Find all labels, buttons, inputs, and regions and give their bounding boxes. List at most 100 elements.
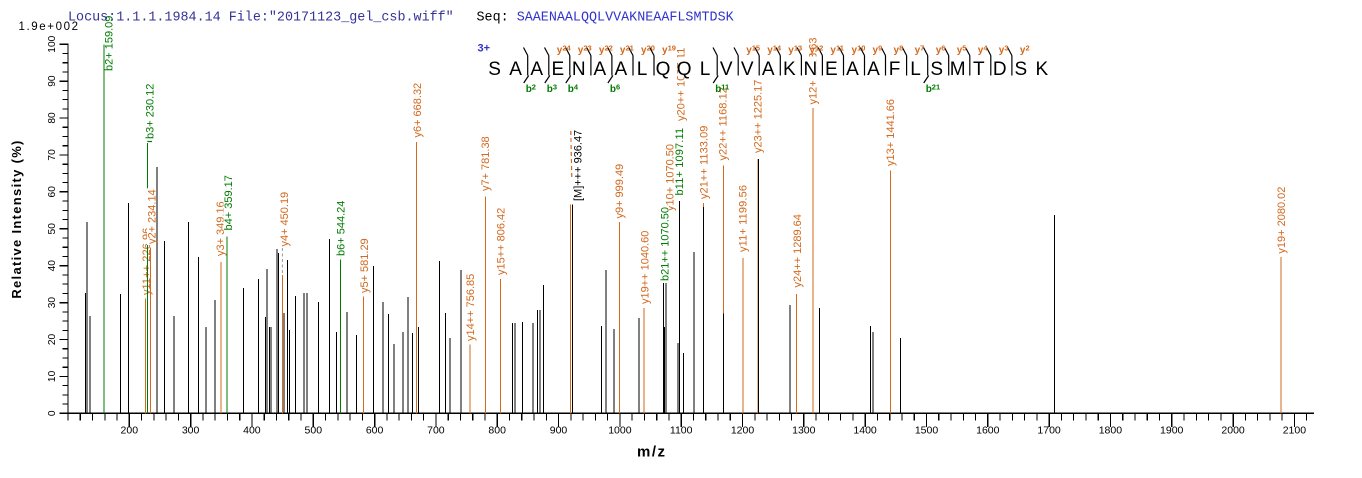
svg-text:1900: 1900: [1160, 425, 1184, 437]
svg-text:y4: y4: [978, 44, 989, 57]
svg-text:70: 70: [47, 149, 58, 161]
svg-text:b6+ 544.24: b6+ 544.24: [336, 201, 348, 256]
svg-text:50: 50: [47, 223, 58, 235]
svg-text:V: V: [741, 59, 754, 80]
svg-text:L: L: [637, 59, 648, 80]
svg-text:y5: y5: [957, 44, 967, 57]
svg-text:Q: Q: [656, 59, 671, 80]
svg-text:m/z: m/z: [637, 444, 667, 461]
svg-text:y23++ 1225.17: y23++ 1225.17: [753, 80, 765, 153]
svg-text:y13+ 1441.66: y13+ 1441.66: [885, 99, 897, 166]
svg-text:y9: y9: [873, 44, 883, 57]
svg-text:300: 300: [182, 425, 200, 437]
svg-text:[M]+++ 936.47: [M]+++ 936.47: [572, 130, 584, 201]
svg-text:Seq: SAAENAALQQLVVAKNEAAFLSMTD: Seq: SAAENAALQQLVVAKNEAAFLSMTDSK: [477, 11, 735, 26]
svg-text:y4+ 450.19: y4+ 450.19: [279, 192, 291, 247]
svg-text:Relative Intensity (%): Relative Intensity (%): [9, 139, 24, 298]
svg-text:y7: y7: [915, 44, 925, 57]
svg-text:100: 100: [47, 35, 58, 52]
svg-text:K: K: [1036, 59, 1049, 80]
svg-text:y2: y2: [1020, 44, 1030, 57]
svg-text:Q: Q: [677, 59, 692, 80]
svg-text:1700: 1700: [1037, 425, 1061, 437]
svg-text:b4: b4: [568, 83, 579, 96]
svg-text:A: A: [615, 59, 628, 80]
svg-text:y14++ 756.85: y14++ 756.85: [465, 274, 477, 341]
svg-text:D: D: [993, 59, 1007, 80]
svg-text:b11+ 1097.11: b11+ 1097.11: [674, 128, 686, 196]
svg-text:1600: 1600: [976, 425, 1000, 437]
svg-text:40: 40: [47, 260, 58, 272]
svg-text:S: S: [1015, 59, 1028, 80]
svg-text:S: S: [488, 59, 501, 80]
svg-text:b21++ 1070.50: b21++ 1070.50: [659, 207, 671, 281]
svg-text:y5+ 581.29: y5+ 581.29: [359, 238, 371, 293]
svg-text:y15++ 806.42: y15++ 806.42: [495, 208, 507, 275]
svg-text:2100: 2100: [1283, 425, 1307, 437]
svg-text:10: 10: [47, 370, 58, 382]
svg-text:30: 30: [47, 297, 58, 309]
svg-text:1500: 1500: [915, 425, 939, 437]
svg-text:1200: 1200: [731, 425, 755, 437]
svg-text:1300: 1300: [792, 425, 816, 437]
svg-text:1400: 1400: [853, 425, 877, 437]
svg-text:F: F: [889, 59, 901, 80]
svg-text:S: S: [930, 59, 943, 80]
svg-text:y19+ 2080.02: y19+ 2080.02: [1276, 187, 1288, 254]
svg-text:A: A: [867, 59, 880, 80]
svg-text:y24++ 1289.64: y24++ 1289.64: [792, 214, 804, 287]
svg-text:y3: y3: [999, 44, 1009, 57]
svg-text:K: K: [783, 59, 796, 80]
svg-text:b3+ 230.12: b3+ 230.12: [144, 84, 156, 139]
svg-text:b2: b2: [526, 83, 536, 96]
svg-text:y8: y8: [894, 44, 904, 57]
svg-text:Locus:1.1.1.1984.14 File:"2017: Locus:1.1.1.1984.14 File:"20171123_gel_c…: [68, 11, 454, 26]
svg-text:A: A: [509, 59, 522, 80]
svg-text:N: N: [572, 59, 586, 80]
svg-text:1800: 1800: [1099, 425, 1123, 437]
svg-text:900: 900: [550, 425, 568, 437]
svg-text:y22++ 1168.12: y22++ 1168.12: [717, 87, 729, 160]
svg-text:b4+ 359.17: b4+ 359.17: [223, 175, 235, 230]
svg-text:E: E: [825, 59, 838, 80]
svg-text:y6: y6: [936, 44, 946, 57]
svg-text:3+: 3+: [478, 43, 491, 55]
svg-text:y19++ 1040.60: y19++ 1040.60: [639, 231, 651, 304]
svg-text:80: 80: [47, 112, 58, 124]
svg-text:200: 200: [121, 425, 139, 437]
svg-text:A: A: [594, 59, 607, 80]
svg-text:1.9e+002: 1.9e+002: [19, 21, 80, 33]
svg-text:T: T: [973, 59, 985, 80]
svg-text:y10+ 1070.50: y10+ 1070.50: [664, 144, 676, 211]
svg-text:400: 400: [243, 425, 261, 437]
svg-text:b2+ 159.09: b2+ 159.09: [104, 16, 116, 71]
svg-text:N: N: [804, 59, 818, 80]
svg-text:20: 20: [47, 334, 58, 346]
svg-text:b3: b3: [547, 83, 557, 96]
svg-text:M: M: [950, 59, 966, 80]
svg-text:90: 90: [47, 75, 58, 87]
svg-text:700: 700: [427, 425, 445, 437]
svg-text:E: E: [551, 59, 564, 80]
svg-text:y21++ 1133.09: y21++ 1133.09: [698, 126, 710, 199]
svg-text:y7+ 781.38: y7+ 781.38: [480, 136, 492, 191]
svg-text:0: 0: [47, 410, 58, 416]
svg-text:y2+ 234.14: y2+ 234.14: [146, 189, 158, 244]
svg-text:2000: 2000: [1221, 425, 1245, 437]
svg-text:1000: 1000: [608, 425, 632, 437]
svg-text:L: L: [910, 59, 921, 80]
svg-text:L: L: [700, 59, 711, 80]
svg-text:V: V: [720, 59, 733, 80]
svg-text:500: 500: [305, 425, 323, 437]
svg-text:1100: 1100: [670, 425, 693, 437]
svg-text:A: A: [762, 59, 775, 80]
svg-text:b6: b6: [610, 83, 620, 96]
svg-text:A: A: [530, 59, 543, 80]
svg-text:y9+ 999.49: y9+ 999.49: [614, 164, 626, 219]
svg-text:y6+ 668.32: y6+ 668.32: [412, 83, 424, 138]
svg-text:y11+ 1199.56: y11+ 1199.56: [737, 185, 749, 252]
svg-text:60: 60: [47, 186, 58, 198]
svg-text:800: 800: [488, 425, 506, 437]
svg-text:A: A: [846, 59, 859, 80]
svg-text:600: 600: [366, 425, 384, 437]
